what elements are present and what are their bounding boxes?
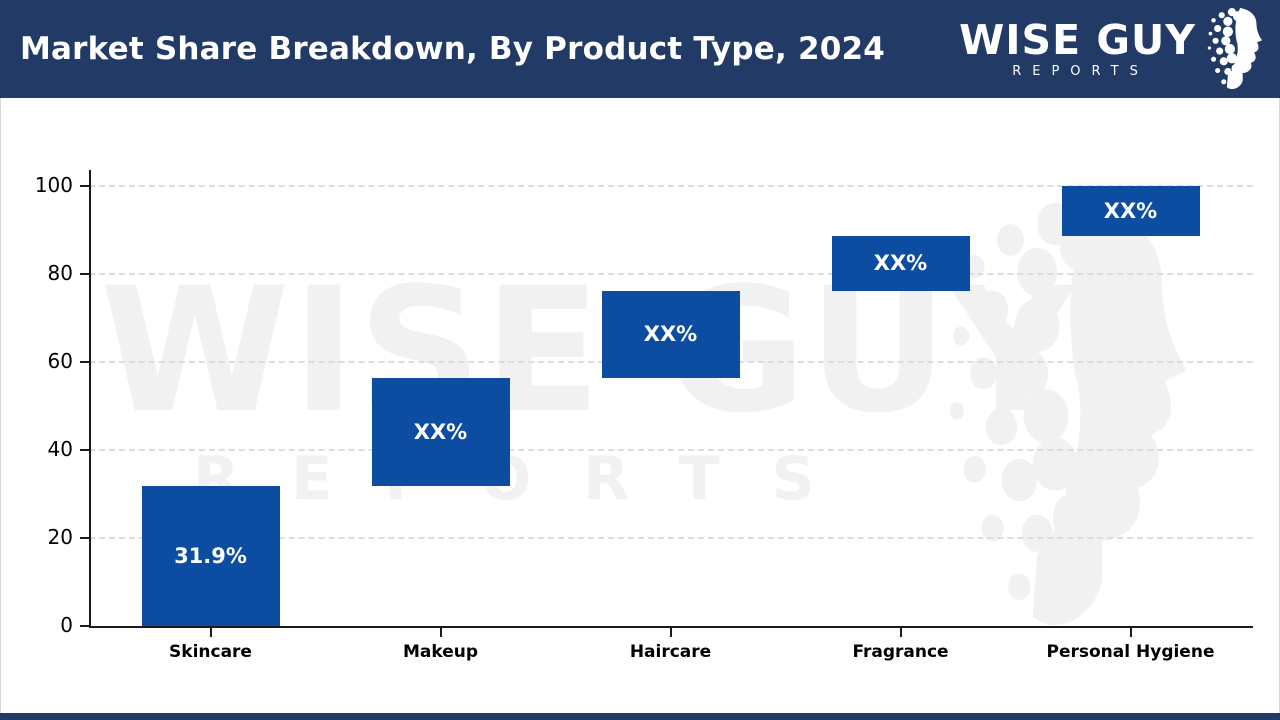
brand-name: WISE GUY [959,16,1196,64]
y-tick-label-0: 0 [60,613,73,637]
bar-value-label-fragrance: XX% [873,251,928,276]
y-tick-label-100: 100 [34,173,73,197]
x-axis-line [89,626,1253,628]
footer-bar [0,713,1280,720]
brand-logo: WISE GUY REPORTS [959,6,1266,92]
bar-fragrance: XX% [831,235,970,291]
y-tick-20 [80,537,89,539]
y-tick-80 [80,273,89,275]
bar-value-label-makeup: XX% [413,419,468,444]
y-tick-label-80: 80 [47,261,73,285]
chart-plot: 0 20 40 60 80 100 31.9% Skincare XX% Makeup XX% Hai… [0,98,1280,713]
y-tick-60 [80,361,89,363]
bar-value-label-skincare: 31.9% [174,543,247,568]
gridline-100 [89,185,1253,187]
bar-value-label-personal-hygiene: XX% [1103,198,1158,223]
bar-makeup: XX% [371,378,510,486]
x-tick-personal-hygiene [1129,628,1132,637]
y-tick-label-20: 20 [47,525,73,549]
x-tick-haircare [669,628,672,637]
y-tick-100 [80,185,89,187]
x-category-label-fragrance: Fragrance [852,642,949,662]
x-tick-skincare [209,628,212,637]
page-title: Market Share Breakdown, By Product Type,… [20,31,886,67]
x-tick-fragrance [899,628,902,637]
gridline-80 [89,273,1253,275]
x-category-label-haircare: Haircare [629,642,712,662]
header-bar: Market Share Breakdown, By Product Type,… [0,0,1280,98]
bar-personal-hygiene: XX% [1061,186,1200,236]
gridline-20 [89,537,1253,539]
bar-value-label-haircare: XX% [643,322,698,347]
x-category-label-personal-hygiene: Personal Hygiene [1046,642,1215,662]
x-category-label-skincare: Skincare [169,642,252,662]
brand-logo-text: WISE GUY REPORTS [959,16,1196,79]
y-tick-0 [80,625,89,627]
y-tick-40 [80,449,89,451]
brand-subtitle: REPORTS [1012,64,1149,79]
y-axis-line [89,170,91,628]
x-category-label-makeup: Makeup [402,642,479,662]
gridline-40 [89,449,1253,451]
brand-head-logo-icon [1207,8,1263,90]
bar-haircare: XX% [601,290,740,379]
bar-skincare: 31.9% [141,485,280,626]
y-tick-label-60: 60 [47,349,73,373]
x-tick-makeup [439,628,442,637]
y-tick-label-40: 40 [47,437,73,461]
